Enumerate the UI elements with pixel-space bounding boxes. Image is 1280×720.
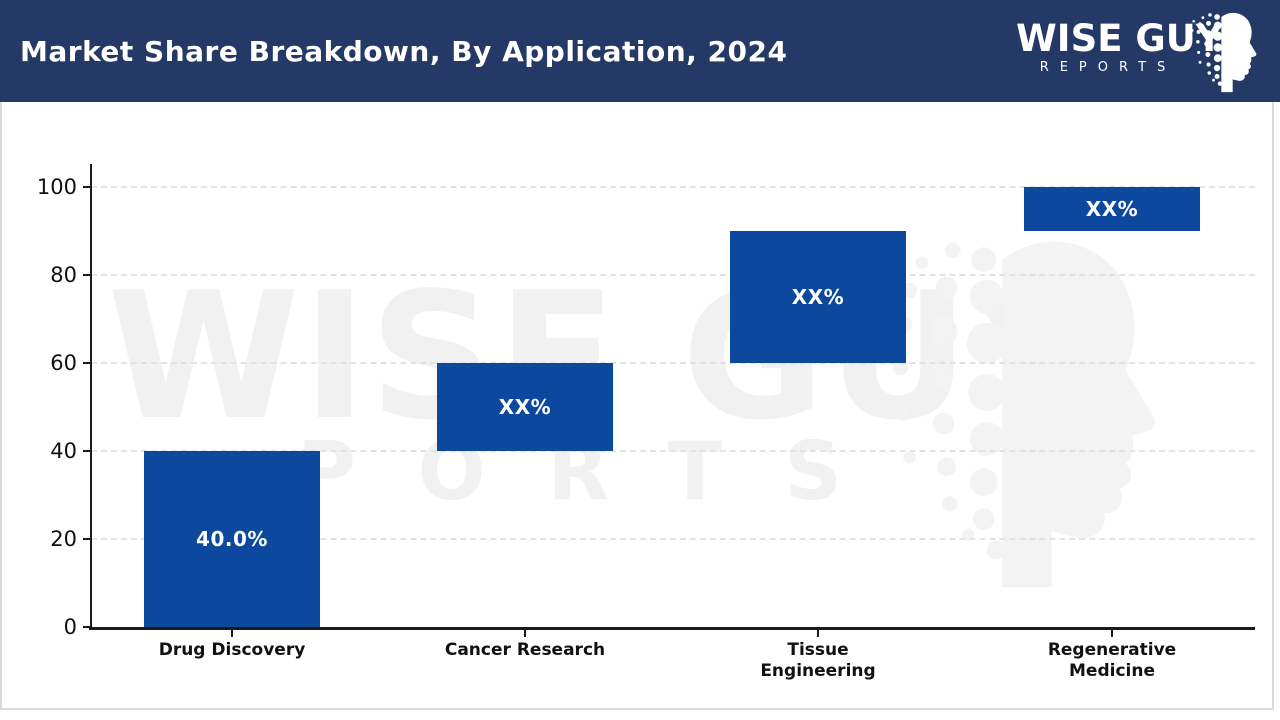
y-tick-100 <box>83 186 91 188</box>
y-tick-80 <box>83 274 91 276</box>
bar-drug-discovery: 40.0% <box>144 451 320 627</box>
y-tick-label: 0 <box>63 615 77 639</box>
gridline-80 <box>91 274 1255 276</box>
gridline-100 <box>91 186 1255 188</box>
y-tick-label: 20 <box>50 527 77 551</box>
category-label: Drug Discovery <box>158 640 306 660</box>
gridline-20 <box>91 538 1255 540</box>
y-tick-40 <box>83 450 91 452</box>
x-tick-3 <box>1111 630 1113 637</box>
y-tick-0 <box>83 626 91 628</box>
logo-face-icon <box>1190 12 1257 93</box>
bar-regenerative-medicine: XX% <box>1024 187 1200 231</box>
y-axis-line <box>90 164 92 629</box>
x-axis-line <box>89 627 1255 630</box>
category-label: Cancer Research <box>444 640 606 660</box>
logo-wordmark: WISE GUY <box>1016 17 1223 60</box>
bar-value-label: XX% <box>1085 197 1139 221</box>
category-label: Regenerative Medicine <box>1047 640 1177 682</box>
chart-area: WISE GUY PORTS 0 20 40 60 80 100 40.0% Drug Dis… <box>0 102 1274 710</box>
x-tick-0 <box>231 630 233 637</box>
category-label: Tissue Engineering <box>760 640 876 682</box>
page-title: Market Share Breakdown, By Application, … <box>20 34 788 68</box>
y-tick-label: 40 <box>50 439 77 463</box>
x-tick-1 <box>524 630 526 637</box>
y-tick-label: 60 <box>50 351 77 375</box>
bar-value-label: 40.0% <box>196 527 268 551</box>
bar-value-label: XX% <box>791 285 845 309</box>
gridline-40 <box>91 450 1255 452</box>
y-tick-20 <box>83 538 91 540</box>
logo-subtitle: REPORTS <box>1039 60 1177 75</box>
y-tick-label: 100 <box>36 175 77 199</box>
y-tick-60 <box>83 362 91 364</box>
header-bar: Market Share Breakdown, By Application, … <box>0 0 1280 102</box>
bar-cancer-research: XX% <box>437 363 613 451</box>
logo-text: WISE GUY REPORTS <box>1016 17 1223 75</box>
bar-value-label: XX% <box>498 395 552 419</box>
gridline-60 <box>91 362 1255 364</box>
wiseguy-logo: WISE GUY REPORTS <box>1016 6 1266 98</box>
y-tick-label: 80 <box>50 263 77 287</box>
bar-tissue-engineering: XX% <box>730 231 906 363</box>
x-tick-2 <box>817 630 819 637</box>
